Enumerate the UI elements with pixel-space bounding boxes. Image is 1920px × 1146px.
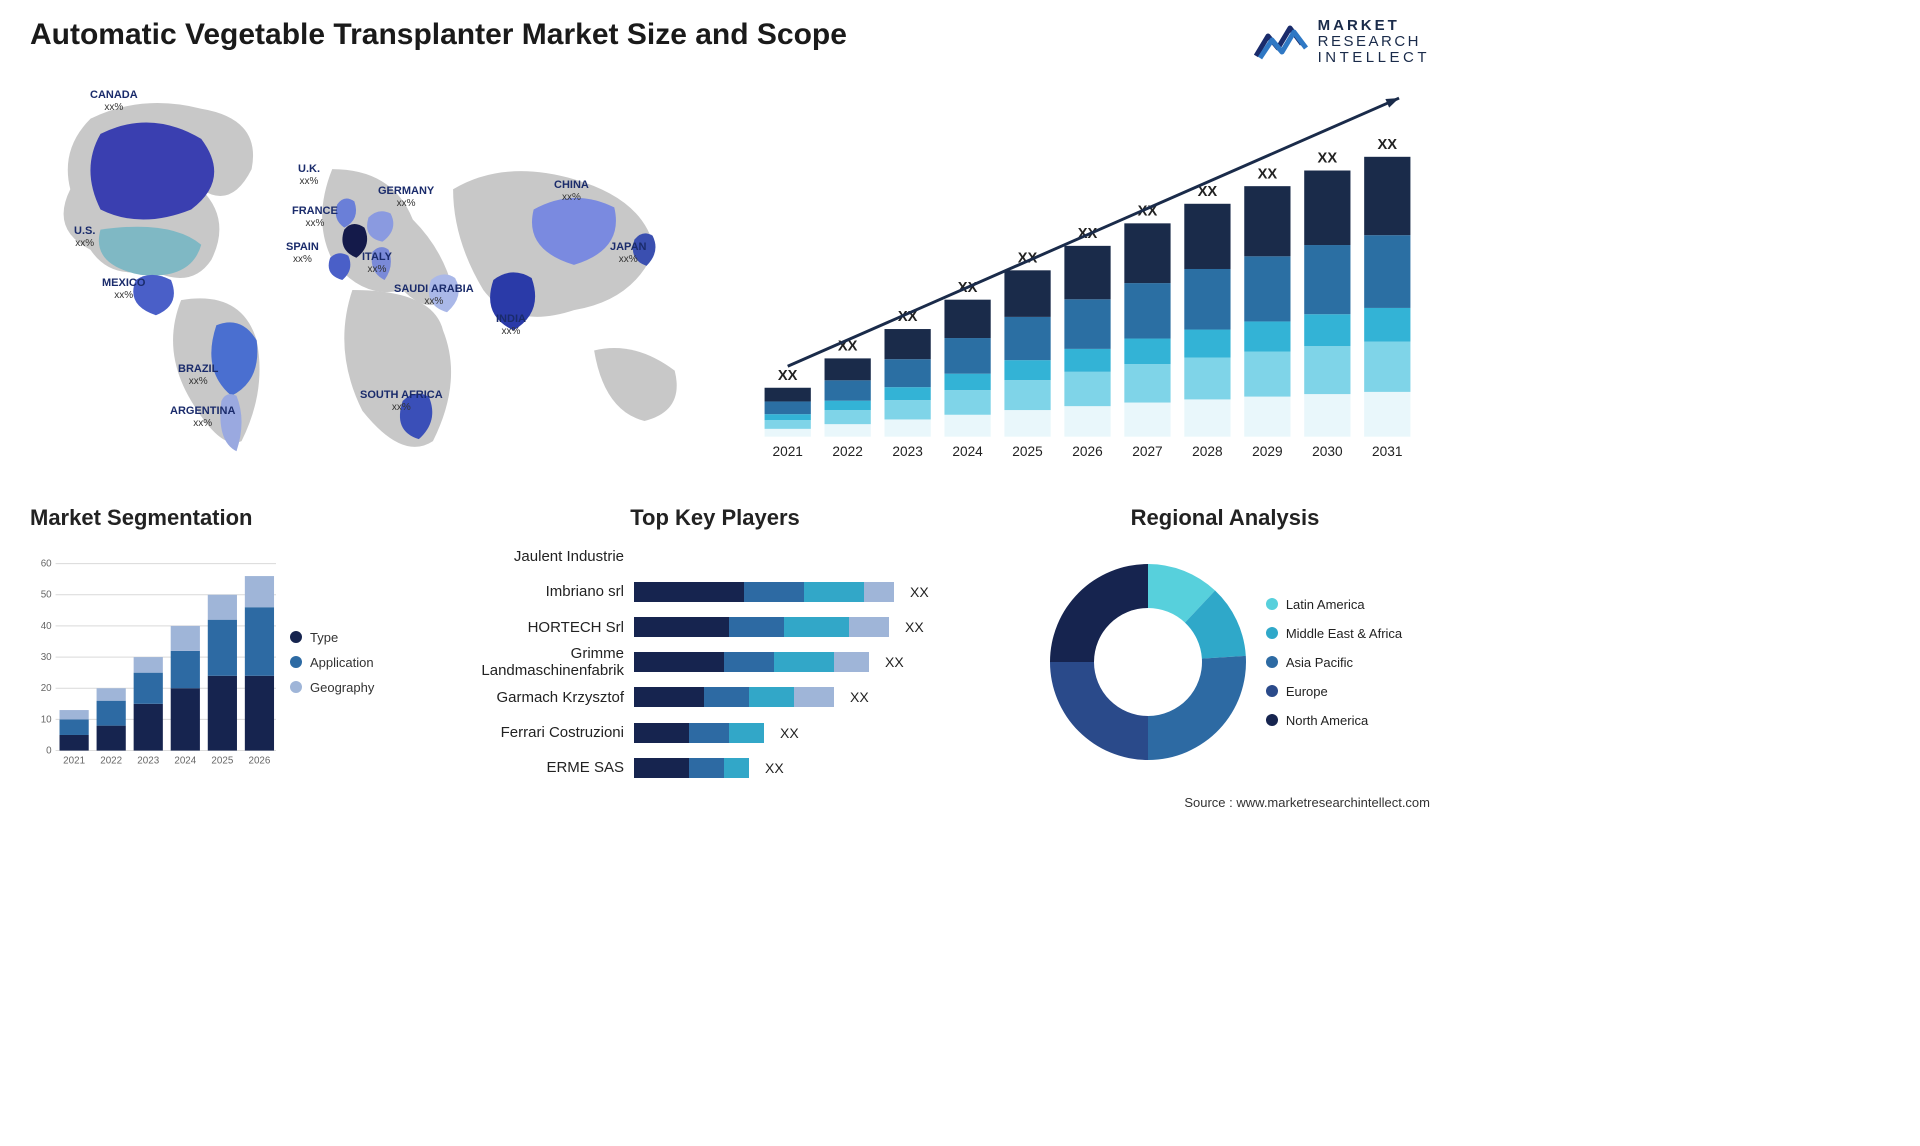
growth-chart: XX2021XX2022XX2023XX2024XX2025XX2026XX20… bbox=[745, 75, 1430, 495]
svg-text:60: 60 bbox=[41, 559, 52, 570]
svg-text:2024: 2024 bbox=[174, 756, 196, 767]
map-label: JAPANxx% bbox=[610, 241, 646, 265]
logo-text-3: INTELLECT bbox=[1318, 50, 1430, 66]
regional-donut bbox=[1048, 562, 1248, 762]
map-label: SPAINxx% bbox=[286, 241, 319, 265]
regional-title: Regional Analysis bbox=[1131, 505, 1320, 531]
svg-text:2030: 2030 bbox=[1312, 445, 1343, 460]
svg-text:2021: 2021 bbox=[63, 756, 85, 767]
player-value: XX bbox=[765, 760, 784, 776]
svg-text:2028: 2028 bbox=[1192, 445, 1223, 460]
segmentation-panel: Market Segmentation 0 10 20 30 40 50 60 2021 202… bbox=[30, 505, 410, 785]
legend-item: Type bbox=[290, 630, 410, 645]
player-value: XX bbox=[780, 725, 799, 741]
player-name: Jaulent Industrie bbox=[434, 548, 624, 565]
svg-text:2026: 2026 bbox=[1072, 445, 1103, 460]
player-row: Ferrari Costruzioni XX bbox=[434, 720, 996, 746]
player-value: XX bbox=[905, 619, 924, 635]
legend-item: Europe bbox=[1266, 684, 1402, 699]
map-label: CANADAxx% bbox=[90, 89, 138, 113]
source-attribution: Source : www.marketresearchintellect.com bbox=[1184, 795, 1430, 810]
player-row: Garmach Krzysztof XX bbox=[434, 684, 996, 710]
map-label: U.K.xx% bbox=[298, 163, 320, 187]
player-bar bbox=[634, 758, 749, 778]
svg-text:2027: 2027 bbox=[1132, 445, 1162, 460]
player-bar bbox=[634, 617, 889, 637]
svg-text:2023: 2023 bbox=[892, 445, 923, 460]
map-label: BRAZILxx% bbox=[178, 363, 218, 387]
svg-text:2025: 2025 bbox=[211, 756, 233, 767]
map-label: SAUDI ARABIAxx% bbox=[394, 283, 474, 307]
svg-text:10: 10 bbox=[41, 715, 52, 726]
key-players-panel: Top Key Players Jaulent Industrie Imbrian… bbox=[434, 505, 996, 785]
player-bar bbox=[634, 652, 869, 672]
map-label: GERMANYxx% bbox=[378, 185, 434, 209]
player-row: HORTECH Srl XX bbox=[434, 614, 996, 640]
map-label: INDIAxx% bbox=[496, 313, 526, 337]
player-name: Ferrari Costruzioni bbox=[434, 724, 624, 741]
legend-item: Asia Pacific bbox=[1266, 655, 1402, 670]
map-label: U.S.xx% bbox=[74, 225, 95, 249]
players-title: Top Key Players bbox=[434, 505, 996, 531]
legend-item: Middle East & Africa bbox=[1266, 626, 1402, 641]
svg-text:50: 50 bbox=[41, 590, 52, 601]
map-label: SOUTH AFRICAxx% bbox=[360, 389, 443, 413]
segmentation-title: Market Segmentation bbox=[30, 505, 410, 531]
logo-text-2: RESEARCH bbox=[1318, 34, 1430, 50]
svg-text:2023: 2023 bbox=[137, 756, 159, 767]
player-row: ERME SAS XX bbox=[434, 755, 996, 781]
map-label: FRANCExx% bbox=[292, 205, 338, 229]
map-label: ARGENTINAxx% bbox=[170, 405, 235, 429]
map-label: ITALYxx% bbox=[362, 251, 392, 275]
player-name: Imbriano srl bbox=[434, 583, 624, 600]
svg-text:2026: 2026 bbox=[248, 756, 270, 767]
segmentation-legend: Type Application Geography bbox=[290, 539, 410, 785]
legend-item: Latin America bbox=[1266, 597, 1402, 612]
player-bar bbox=[634, 582, 894, 602]
svg-text:XX: XX bbox=[1378, 137, 1398, 153]
svg-text:40: 40 bbox=[41, 621, 52, 632]
player-bar bbox=[634, 723, 764, 743]
brand-logo: MARKET RESEARCH INTELLECT bbox=[1254, 18, 1430, 65]
player-name: Grimme Landmaschinenfabrik bbox=[434, 645, 624, 679]
page-title: Automatic Vegetable Transplanter Market … bbox=[30, 18, 847, 52]
player-row: Imbriano srl XX bbox=[434, 579, 996, 605]
legend-item: North America bbox=[1266, 713, 1402, 728]
player-name: Garmach Krzysztof bbox=[434, 689, 624, 706]
regional-legend: Latin America Middle East & Africa Asia Pa… bbox=[1266, 597, 1402, 728]
svg-text:2029: 2029 bbox=[1252, 445, 1282, 460]
svg-text:2031: 2031 bbox=[1372, 445, 1402, 460]
svg-text:0: 0 bbox=[46, 746, 52, 757]
svg-text:2025: 2025 bbox=[1012, 445, 1043, 460]
logo-text-1: MARKET bbox=[1318, 18, 1430, 34]
player-value: XX bbox=[910, 584, 929, 600]
svg-text:2021: 2021 bbox=[772, 445, 802, 460]
world-map: CANADAxx% U.S.xx% MEXICOxx% BRAZILxx% ARGENT… bbox=[30, 75, 715, 495]
player-value: XX bbox=[885, 654, 904, 670]
logo-mark-icon bbox=[1254, 22, 1310, 62]
svg-text:XX: XX bbox=[1318, 151, 1338, 167]
svg-text:2022: 2022 bbox=[832, 445, 862, 460]
svg-text:XX: XX bbox=[1258, 167, 1278, 183]
svg-text:XX: XX bbox=[778, 368, 798, 384]
legend-item: Geography bbox=[290, 680, 410, 695]
svg-text:2024: 2024 bbox=[952, 445, 983, 460]
svg-text:2022: 2022 bbox=[100, 756, 122, 767]
svg-text:20: 20 bbox=[41, 683, 52, 694]
legend-item: Application bbox=[290, 655, 410, 670]
regional-panel: Regional Analysis Latin America Middle Ea… bbox=[1020, 505, 1430, 785]
player-value: XX bbox=[850, 689, 869, 705]
player-name: HORTECH Srl bbox=[434, 619, 624, 636]
player-row: Jaulent Industrie bbox=[434, 544, 996, 570]
player-row: Grimme LandmaschinenfabrikXX bbox=[434, 649, 996, 675]
svg-text:30: 30 bbox=[41, 652, 52, 663]
map-label: MEXICOxx% bbox=[102, 277, 145, 301]
player-bar bbox=[634, 687, 834, 707]
map-label: CHINAxx% bbox=[554, 179, 589, 203]
player-name: ERME SAS bbox=[434, 759, 624, 776]
segmentation-chart: 0 10 20 30 40 50 60 2021 2022 2023 2024 2025 2026 bbox=[30, 539, 276, 785]
